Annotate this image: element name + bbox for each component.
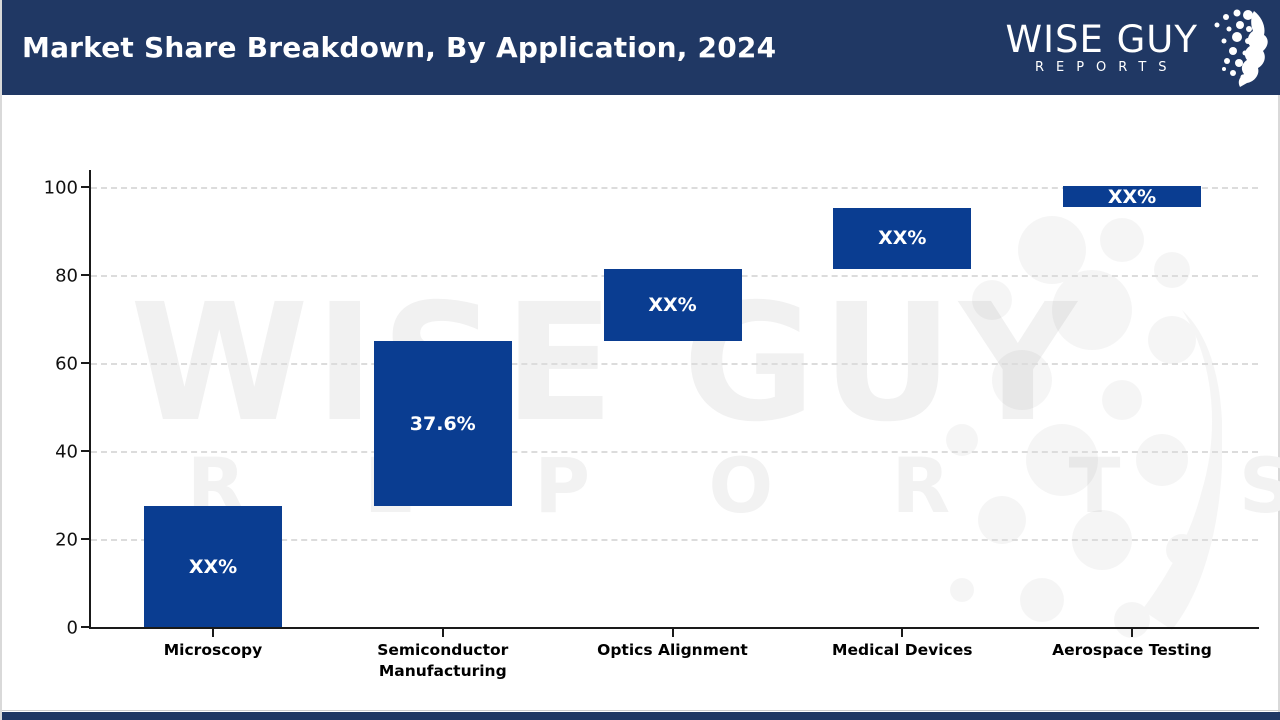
bar-label-2: XX%: [648, 293, 697, 316]
gridline-100: [91, 187, 1258, 189]
brand-face-icon: [1214, 9, 1268, 87]
y-tick-label-0: 0: [66, 617, 78, 639]
x-axis-line: [89, 627, 1259, 629]
brand-logo: WISE GUY REPORTS: [1006, 7, 1280, 89]
bar-2: XX%: [603, 268, 742, 341]
y-tick-100: [81, 186, 89, 188]
x-tick-4: [1131, 629, 1133, 637]
category-label-2: Optics Alignment: [597, 641, 748, 659]
y-tick-label-20: 20: [55, 529, 78, 551]
y-tick-60: [81, 362, 89, 364]
brand-name: WISE GUY: [1005, 18, 1198, 61]
y-tick-80: [81, 274, 89, 276]
y-tick-20: [81, 538, 89, 540]
category-label-0: Microscopy: [163, 641, 263, 659]
category-label-4: Aerospace Testing: [1052, 641, 1212, 659]
x-tick-3: [901, 629, 904, 637]
x-tick-1: [441, 629, 444, 637]
bar-label-3: XX%: [878, 227, 927, 250]
bar-label-4: XX%: [1107, 185, 1157, 208]
gridline-20: [91, 539, 1258, 541]
y-tick-0: [81, 626, 89, 628]
gridline-60: [91, 363, 1258, 365]
bar-label-0: XX%: [188, 555, 238, 578]
header-bar: Market Share Breakdown, By Application, …: [2, 0, 1280, 95]
brand-subname: REPORTS: [1034, 60, 1179, 75]
y-tick-40: [81, 450, 89, 452]
bar-0: XX%: [144, 506, 282, 627]
brand-logo-text: WISE GUY REPORTS: [1006, 21, 1198, 74]
category-label-1: Semiconductor Manufacturing: [377, 641, 509, 680]
bar-4: XX%: [1063, 185, 1201, 208]
watermark-text-line2: R E P O R T S: [187, 441, 1280, 530]
y-tick-label-80: 80: [55, 265, 78, 287]
y-axis-line: [89, 170, 91, 629]
footer-bar: [2, 712, 1280, 720]
y-tick-label-40: 40: [55, 441, 78, 463]
bar-label-1: 37.6%: [409, 412, 476, 435]
bottom-hairline: [2, 710, 1280, 711]
y-tick-label-100: 100: [43, 177, 78, 199]
bar-3: XX%: [833, 208, 972, 269]
gridline-40: [91, 451, 1258, 453]
page-title: Market Share Breakdown, By Application, …: [22, 31, 777, 64]
x-tick-0: [212, 629, 214, 637]
x-tick-2: [671, 629, 674, 637]
category-label-3: Medical Devices: [832, 641, 973, 659]
bar-1: 37.6%: [373, 341, 512, 507]
y-tick-label-60: 60: [55, 353, 78, 375]
